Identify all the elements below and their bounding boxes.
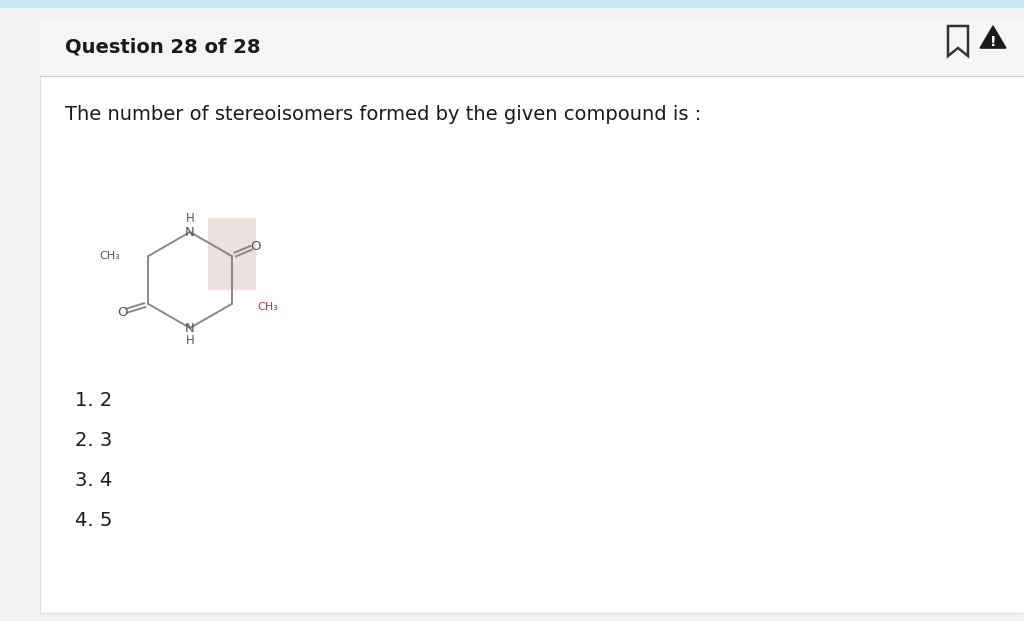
Text: Question 28 of 28: Question 28 of 28 (65, 37, 260, 57)
Text: CH₃: CH₃ (258, 302, 279, 312)
Text: N: N (185, 225, 195, 238)
Text: The number of stereoisomers formed by the given compound is :: The number of stereoisomers formed by th… (65, 106, 701, 124)
Text: H: H (185, 212, 195, 225)
Text: O: O (117, 306, 128, 319)
Text: 4. 5: 4. 5 (75, 510, 113, 530)
Text: 3. 4: 3. 4 (75, 471, 113, 489)
FancyBboxPatch shape (208, 218, 256, 290)
FancyBboxPatch shape (0, 0, 1024, 8)
Polygon shape (980, 26, 1006, 48)
Text: H: H (185, 335, 195, 348)
Text: O: O (250, 240, 261, 253)
Text: CH₃: CH₃ (99, 251, 121, 261)
FancyBboxPatch shape (40, 18, 1024, 76)
Text: !: ! (990, 35, 996, 49)
Text: 2. 3: 2. 3 (75, 430, 113, 450)
Text: 1. 2: 1. 2 (75, 391, 113, 409)
Text: N: N (185, 322, 195, 335)
FancyBboxPatch shape (40, 18, 1024, 613)
FancyBboxPatch shape (0, 8, 1024, 621)
